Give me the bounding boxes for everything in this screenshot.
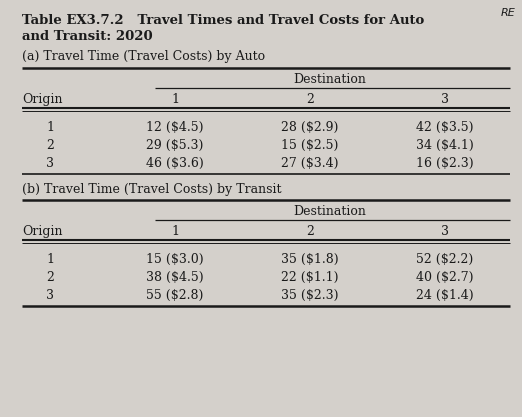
Text: 2: 2 [306, 225, 314, 238]
Text: 3: 3 [46, 157, 54, 170]
Text: 29 ($5.3): 29 ($5.3) [146, 139, 204, 152]
Text: 1: 1 [171, 93, 179, 106]
Text: 38 ($4.5): 38 ($4.5) [146, 271, 204, 284]
Text: Table EX3.7.2   Travel Times and Travel Costs for Auto: Table EX3.7.2 Travel Times and Travel Co… [22, 14, 424, 27]
Text: 28 ($2.9): 28 ($2.9) [281, 121, 339, 134]
Text: 52 ($2.2): 52 ($2.2) [417, 253, 473, 266]
Text: 46 ($3.6): 46 ($3.6) [146, 157, 204, 170]
Text: 12 ($4.5): 12 ($4.5) [146, 121, 204, 134]
Text: 2: 2 [46, 271, 54, 284]
Text: 15 ($3.0): 15 ($3.0) [146, 253, 204, 266]
Text: 42 ($3.5): 42 ($3.5) [416, 121, 474, 134]
Text: 24 ($1.4): 24 ($1.4) [416, 289, 474, 302]
Text: RE: RE [500, 8, 515, 18]
Text: Destination: Destination [293, 205, 366, 218]
Text: 40 ($2.7): 40 ($2.7) [416, 271, 474, 284]
Text: (a) Travel Time (Travel Costs) by Auto: (a) Travel Time (Travel Costs) by Auto [22, 50, 265, 63]
Text: and Transit: 2020: and Transit: 2020 [22, 30, 152, 43]
Text: 16 ($2.3): 16 ($2.3) [416, 157, 474, 170]
Text: 2: 2 [46, 139, 54, 152]
Text: 34 ($4.1): 34 ($4.1) [416, 139, 474, 152]
Text: 22 ($1.1): 22 ($1.1) [281, 271, 339, 284]
Text: 3: 3 [46, 289, 54, 302]
Text: (b) Travel Time (Travel Costs) by Transit: (b) Travel Time (Travel Costs) by Transi… [22, 183, 281, 196]
Text: 27 ($3.4): 27 ($3.4) [281, 157, 339, 170]
Text: Origin: Origin [22, 93, 63, 106]
Text: Origin: Origin [22, 225, 63, 238]
Text: 1: 1 [46, 253, 54, 266]
Text: 3: 3 [441, 225, 449, 238]
Text: Destination: Destination [293, 73, 366, 86]
Text: 15 ($2.5): 15 ($2.5) [281, 139, 339, 152]
Text: 55 ($2.8): 55 ($2.8) [146, 289, 204, 302]
Text: 2: 2 [306, 93, 314, 106]
Text: 1: 1 [46, 121, 54, 134]
Text: 35 ($1.8): 35 ($1.8) [281, 253, 339, 266]
Text: 3: 3 [441, 93, 449, 106]
Text: 1: 1 [171, 225, 179, 238]
Text: 35 ($2.3): 35 ($2.3) [281, 289, 339, 302]
